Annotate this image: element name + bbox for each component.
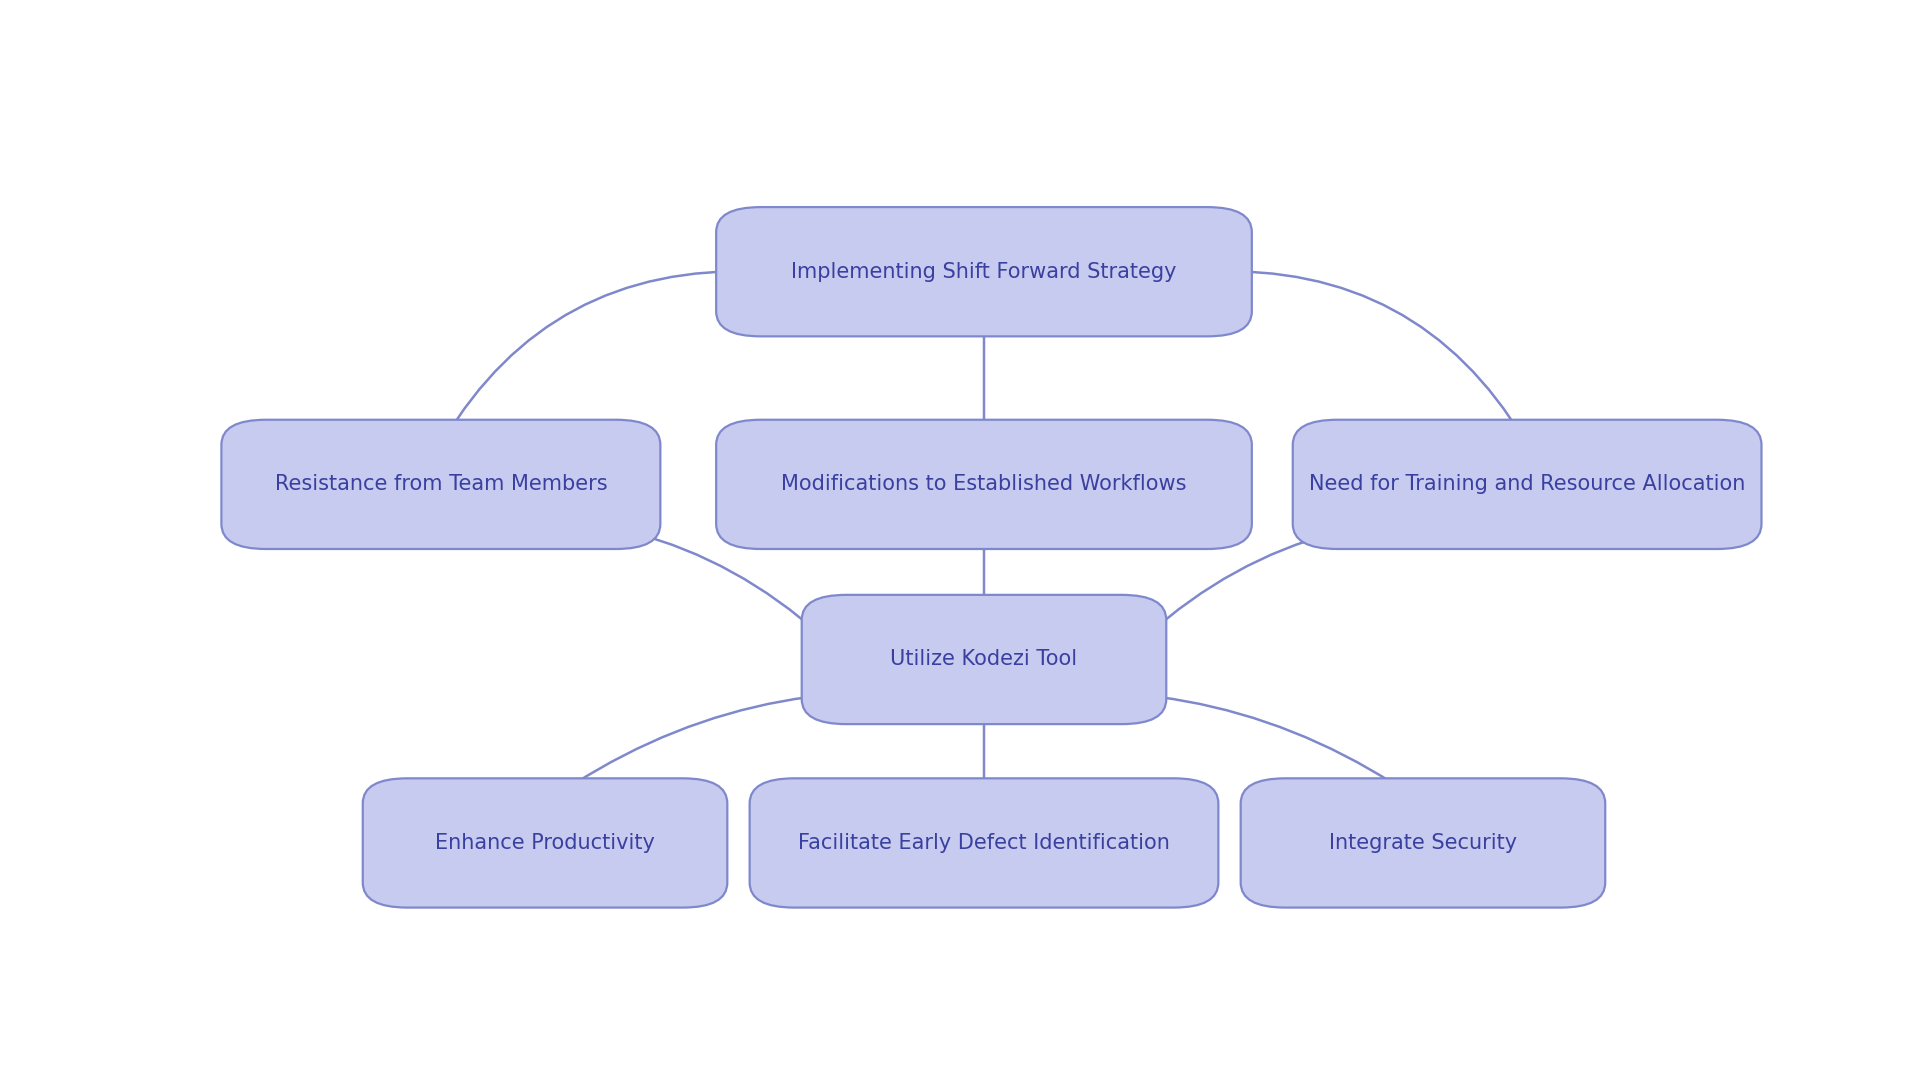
FancyBboxPatch shape (221, 420, 660, 549)
Text: Enhance Productivity: Enhance Productivity (436, 833, 655, 853)
FancyBboxPatch shape (363, 779, 728, 908)
FancyBboxPatch shape (716, 420, 1252, 549)
Text: Utilize Kodezi Tool: Utilize Kodezi Tool (891, 650, 1077, 669)
FancyBboxPatch shape (716, 207, 1252, 337)
Text: Implementing Shift Forward Strategy: Implementing Shift Forward Strategy (791, 262, 1177, 282)
FancyBboxPatch shape (749, 779, 1219, 908)
Text: Need for Training and Resource Allocation: Need for Training and Resource Allocatio… (1309, 474, 1745, 494)
Text: Integrate Security: Integrate Security (1329, 833, 1517, 853)
Text: Resistance from Team Members: Resistance from Team Members (275, 474, 607, 494)
Text: Facilitate Early Defect Identification: Facilitate Early Defect Identification (799, 833, 1169, 853)
FancyBboxPatch shape (1292, 420, 1761, 549)
Text: Modifications to Established Workflows: Modifications to Established Workflows (781, 474, 1187, 494)
FancyBboxPatch shape (1240, 779, 1605, 908)
FancyBboxPatch shape (803, 595, 1165, 725)
